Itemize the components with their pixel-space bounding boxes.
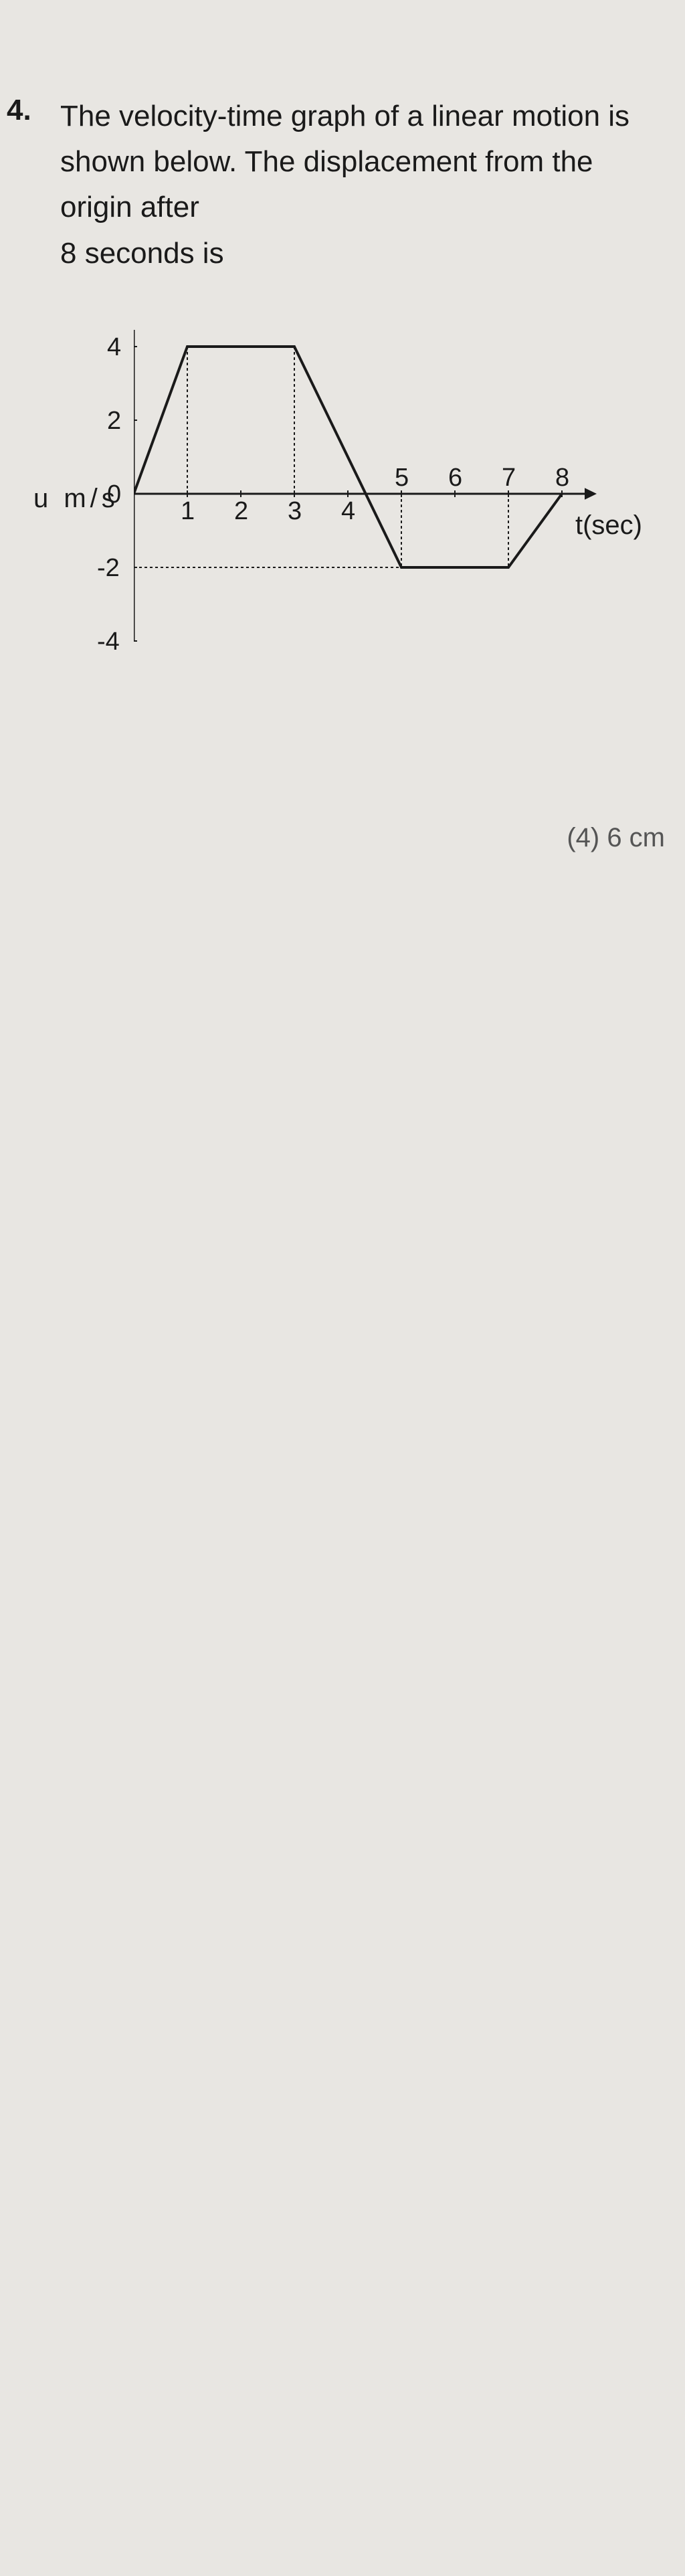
x-axis-title: t(sec) [575, 511, 642, 541]
y-tick-2: 2 [107, 407, 121, 436]
x-tick-3: 3 [288, 497, 302, 526]
question-number: 4. [7, 94, 31, 127]
x-tick-7: 7 [502, 464, 516, 492]
y-tick-n2: -2 [97, 554, 120, 583]
x-tick-1: 1 [181, 497, 195, 526]
y-axis-title: u m/s [33, 484, 119, 514]
answer-hint: (4) 6 cm [567, 823, 665, 853]
x-tick-8: 8 [555, 464, 569, 492]
x-tick-4: 4 [341, 497, 355, 526]
x-tick-6: 6 [448, 464, 462, 492]
y-tick-0: 0 [107, 480, 121, 509]
velocity-time-chart: u m/s 4 2 0 -2 -4 1 2 3 4 5 6 7 8 t(sec) [134, 330, 642, 705]
question-line-1: The velocity-time graph of a linear moti… [60, 100, 629, 223]
y-tick-4: 4 [107, 333, 121, 362]
question-line-2: 8 seconds is [60, 237, 224, 270]
x-tick-5: 5 [395, 464, 409, 492]
question-text: The velocity-time graph of a linear moti… [60, 94, 658, 276]
x-tick-2: 2 [234, 497, 248, 526]
y-tick-n4: -4 [97, 628, 120, 656]
chart-svg [134, 330, 642, 705]
page: 4. The velocity-time graph of a linear m… [0, 0, 685, 2576]
